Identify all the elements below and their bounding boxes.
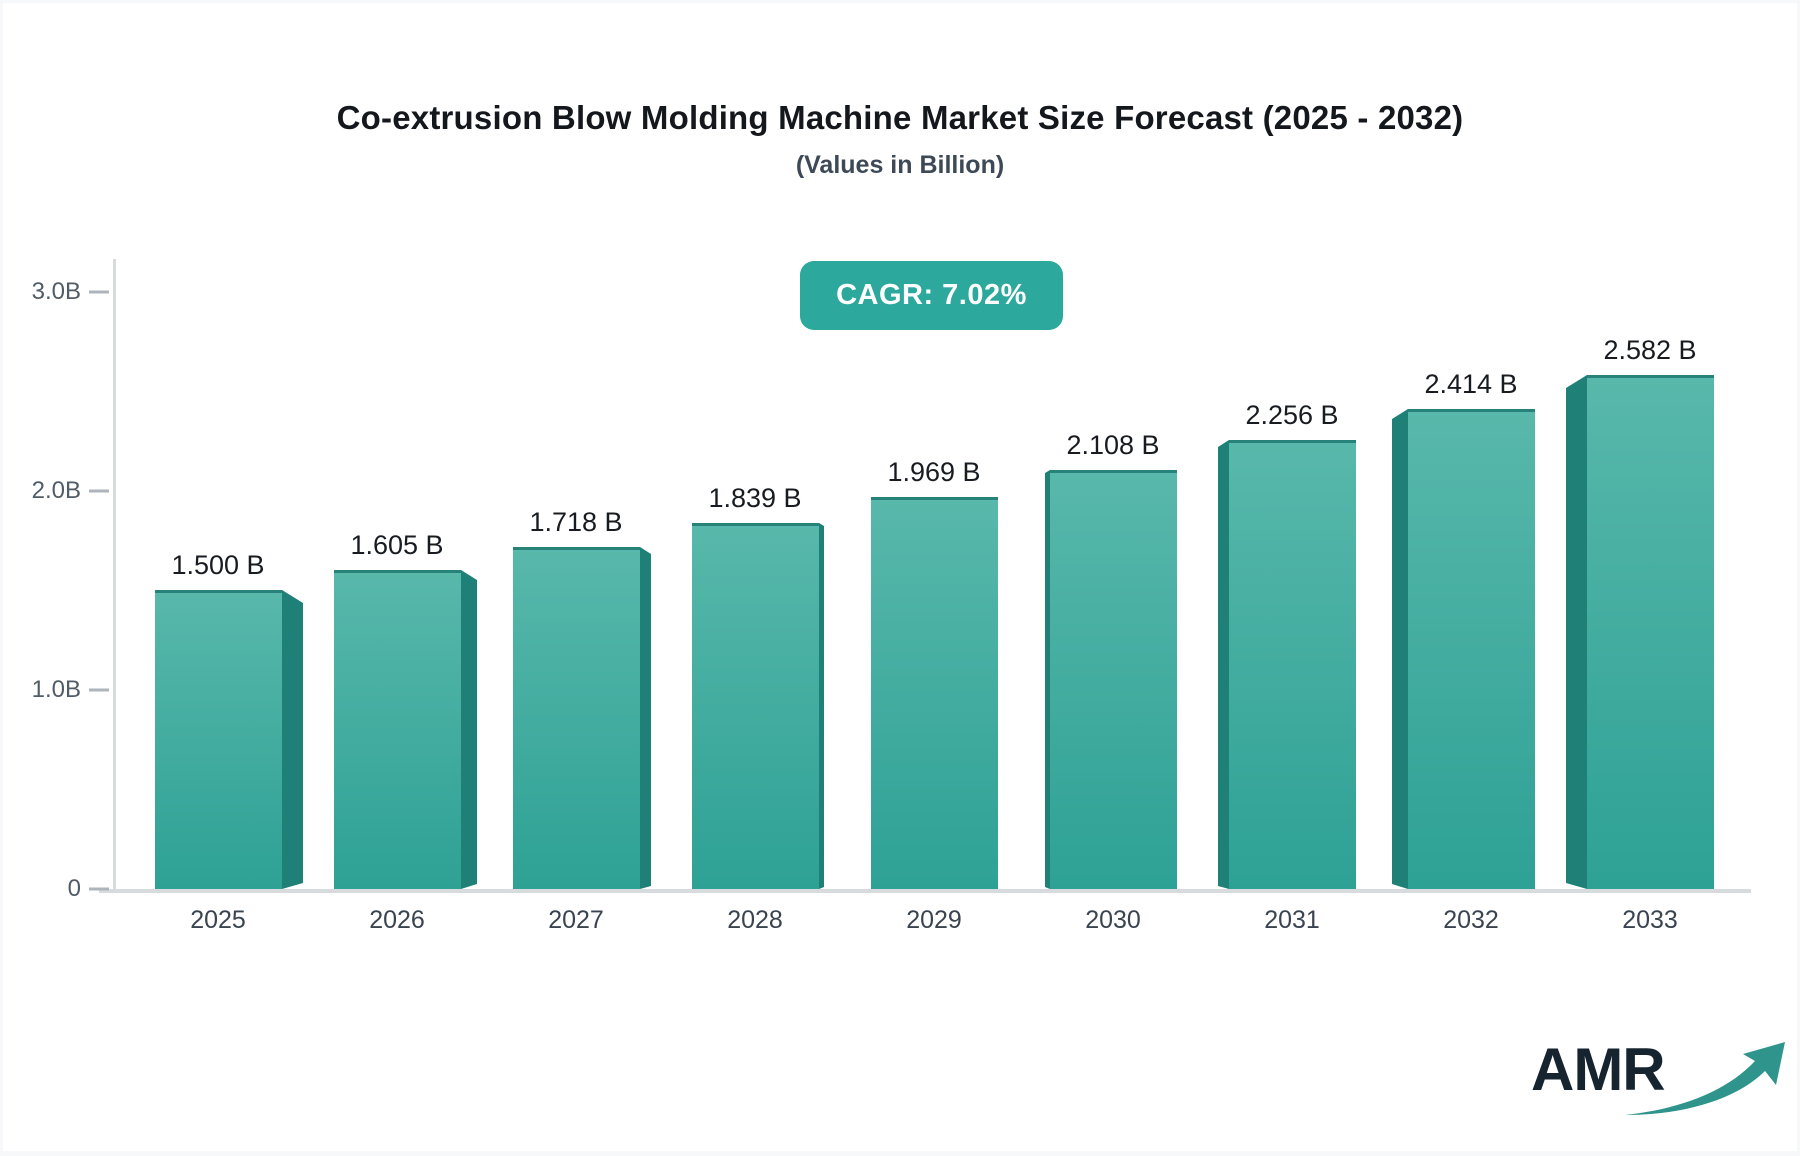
bar-top-rim [1229, 440, 1356, 443]
y-tick-mark [89, 887, 109, 891]
y-tick-label: 2.0B [31, 477, 81, 504]
y-tick-label: 1.0B [31, 676, 81, 703]
chart-card: Co-extrusion Blow Molding Machine Market… [3, 3, 1797, 1151]
bar-side-face [282, 590, 303, 889]
bar-side-face [640, 547, 651, 889]
x-axis-label: 2030 [1085, 906, 1141, 934]
bar-front-face [334, 570, 461, 889]
cagr-badge: CAGR: 7.02% [800, 261, 1063, 330]
growth-arrow-icon [1625, 1042, 1785, 1115]
bar-top-rim [155, 590, 282, 593]
x-axis-label: 2028 [727, 906, 783, 934]
cagr-badge-label: CAGR: 7.02% [836, 279, 1027, 311]
x-axis-label: 2032 [1443, 906, 1499, 934]
amr-logo: AMR [1531, 1035, 1791, 1121]
bar-2027 [513, 547, 651, 889]
bar-value-label: 2.108 B [1066, 430, 1160, 460]
chart-subtitle: (Values in Billion) [795, 151, 1005, 179]
bar-front-face [1229, 440, 1356, 889]
bar-front-face [513, 547, 640, 889]
bar-value-label: 1.839 B [708, 483, 802, 513]
bar-front-face [692, 523, 819, 889]
y-tick-label: 3.0B [31, 278, 81, 305]
bar-front-face [1408, 409, 1535, 889]
bar-2025 [155, 590, 303, 889]
y-tick-label: 0 [67, 875, 81, 902]
y-axis-line [113, 259, 116, 892]
bar-front-face [1587, 375, 1714, 889]
bar-value-label: 2.256 B [1245, 400, 1339, 430]
bar-value-label: 2.414 B [1424, 369, 1518, 399]
bar-top-rim [1587, 375, 1714, 378]
amr-logo-text: AMR [1531, 1036, 1666, 1103]
bar-2026 [334, 570, 477, 889]
bar-side-face [1045, 470, 1050, 889]
bar-value-label: 2.582 B [1603, 335, 1697, 365]
bar-top-rim [692, 523, 819, 526]
x-axis-label: 2031 [1264, 906, 1320, 934]
bar-value-label: 1.969 B [887, 457, 981, 487]
x-axis-label: 2029 [906, 906, 962, 934]
bar-side-face [1392, 409, 1408, 889]
y-tick-mark [89, 290, 109, 294]
bar-top-rim [334, 570, 461, 573]
bar-side-face [819, 523, 824, 889]
chart-title: Co-extrusion Blow Molding Machine Market… [336, 99, 1464, 136]
bar-value-label: 1.718 B [529, 507, 623, 537]
bar-top-rim [513, 547, 640, 550]
x-axis-label: 2027 [548, 906, 604, 934]
bar-side-face [1566, 375, 1587, 889]
x-axis-label: 2025 [190, 906, 246, 934]
bar-side-face [1218, 440, 1229, 889]
bar-top-rim [1408, 409, 1535, 412]
bar-2028 [692, 523, 824, 889]
bar-front-face [155, 590, 282, 889]
x-axis-line [99, 889, 1751, 893]
y-tick-mark [89, 489, 109, 493]
bar-side-face [461, 570, 477, 889]
bar-value-label: 1.500 B [171, 550, 265, 580]
bar-2032 [1392, 409, 1535, 889]
y-tick-mark [89, 688, 109, 692]
bar-value-label: 1.605 B [350, 530, 444, 560]
bar-2030 [1045, 470, 1177, 889]
bar-top-rim [871, 497, 998, 500]
bar-front-face [871, 497, 998, 889]
bar-top-rim [1050, 470, 1177, 473]
bar-front-face [1050, 470, 1177, 889]
x-axis-label: 2026 [369, 906, 425, 934]
bar-2033 [1566, 375, 1714, 889]
x-axis-label: 2033 [1622, 906, 1678, 934]
bar-2029 [871, 497, 998, 889]
bar-2031 [1218, 440, 1356, 889]
